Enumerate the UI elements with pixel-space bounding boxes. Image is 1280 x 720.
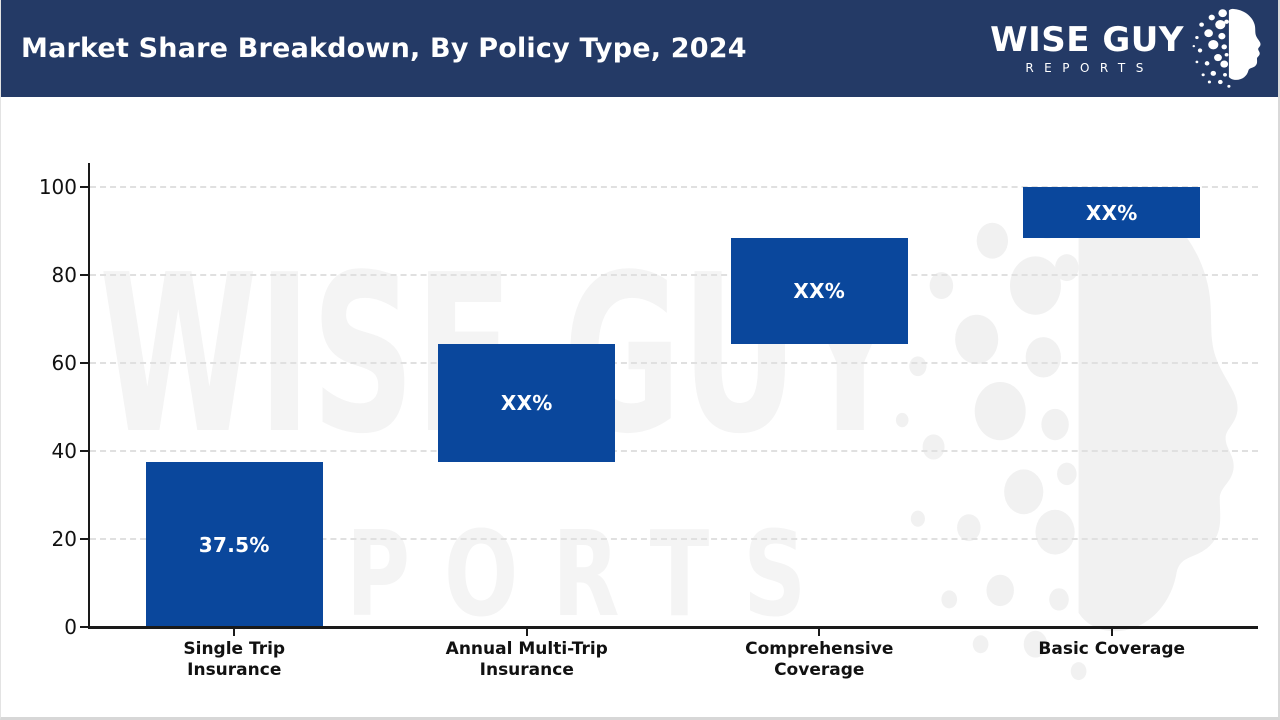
x-category-label: Annual Multi-Trip Insurance bbox=[377, 639, 677, 681]
bar-segment: XX% bbox=[730, 238, 908, 345]
chart-title: Market Share Breakdown, By Policy Type, … bbox=[21, 32, 747, 64]
wiseguy-logo: WISE GUY REPORTS bbox=[990, 6, 1264, 92]
bar-value-label: XX% bbox=[1085, 200, 1138, 225]
x-tick-mark bbox=[525, 629, 528, 636]
y-tick-label: 100 bbox=[38, 175, 77, 199]
y-tick-mark bbox=[80, 538, 88, 540]
bar-segment: XX% bbox=[1023, 187, 1201, 239]
y-tick-mark bbox=[80, 274, 88, 276]
gridline bbox=[90, 274, 1258, 276]
x-category-label-line: Coverage bbox=[774, 660, 865, 680]
x-category-label-line: Insurance bbox=[479, 660, 574, 680]
bar-value-label: XX% bbox=[500, 391, 553, 416]
x-tick-mark bbox=[818, 629, 821, 636]
y-tick-label: 0 bbox=[64, 615, 77, 639]
y-tick-label: 40 bbox=[51, 439, 77, 463]
bar-segment: XX% bbox=[438, 344, 616, 462]
bar-segment: 37.5% bbox=[145, 462, 323, 627]
gridline bbox=[90, 186, 1258, 188]
bar-value-label: 37.5% bbox=[198, 532, 270, 557]
y-tick-label: 20 bbox=[51, 527, 77, 551]
x-tick-mark bbox=[233, 629, 236, 636]
bar-value-label: XX% bbox=[793, 279, 846, 304]
x-category-label: Basic Coverage bbox=[962, 639, 1262, 660]
logo-head-icon bbox=[1192, 8, 1261, 88]
logo-wordmark: WISE GUY bbox=[990, 20, 1184, 60]
gridline bbox=[90, 450, 1258, 452]
x-category-label-line: Annual Multi-Trip bbox=[445, 639, 608, 659]
x-category-label-line: Insurance bbox=[187, 660, 282, 680]
chart-area: WISE GUY REPORTS 37.5% XX% XX% XX% 0 20 40 60 8… bbox=[1, 97, 1278, 717]
tick-layer: 0 20 40 60 80 100 Single Trip Insurance Annual M… bbox=[1, 97, 1278, 717]
x-category-label-line: Comprehensive bbox=[745, 639, 894, 659]
gridline bbox=[90, 538, 1258, 540]
x-category-label-line: Single Trip bbox=[183, 639, 286, 659]
x-category-label: Comprehensive Coverage bbox=[669, 639, 969, 681]
y-tick-mark bbox=[80, 362, 88, 364]
y-axis-spine bbox=[88, 163, 90, 629]
y-tick-mark bbox=[80, 626, 88, 628]
logo-text: WISE GUY REPORTS bbox=[990, 23, 1184, 74]
logo-subtext: REPORTS bbox=[1025, 61, 1154, 75]
x-category-label: Single Trip Insurance bbox=[84, 639, 384, 681]
x-axis-spine bbox=[88, 626, 1258, 629]
x-tick-mark bbox=[1110, 629, 1113, 636]
gridline-layer bbox=[1, 97, 1278, 717]
y-tick-mark bbox=[80, 186, 88, 188]
y-tick-label: 60 bbox=[51, 351, 77, 375]
x-category-label-line: Basic Coverage bbox=[1038, 639, 1186, 659]
bar-layer: 37.5% XX% XX% XX% bbox=[1, 97, 1278, 717]
header-bar: Market Share Breakdown, By Policy Type, … bbox=[1, 0, 1278, 97]
y-tick-mark bbox=[80, 450, 88, 452]
y-tick-label: 80 bbox=[51, 263, 77, 287]
gridline bbox=[90, 362, 1258, 364]
